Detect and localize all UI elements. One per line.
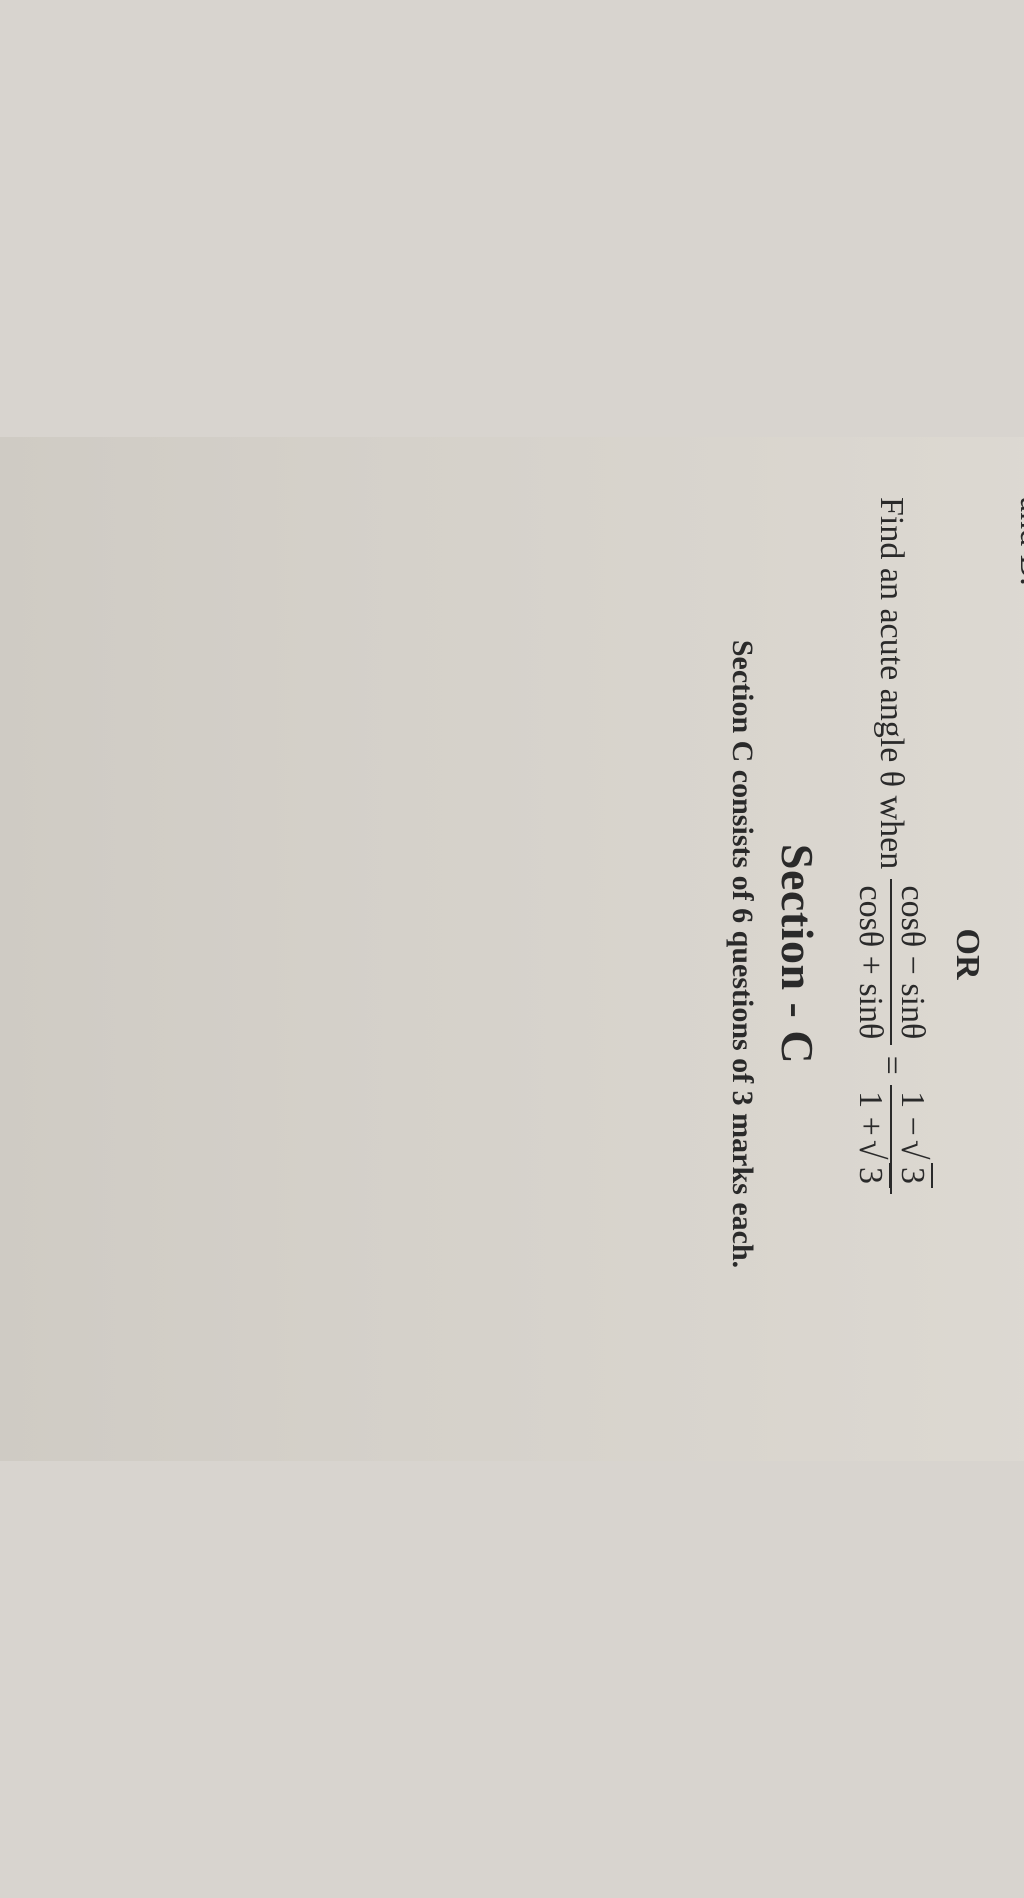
- q2-rhs-num-a: 1 −: [894, 1091, 931, 1136]
- q2-rhs-den-a: 1 +: [852, 1091, 889, 1136]
- section-subtitle: Section C consists of 6 questions of 3 m…: [725, 497, 759, 1411]
- q1-text-part2: , 0° < A + B ≤ 90° and A > B, then find …: [1008, 497, 1024, 1411]
- equals-sign: =: [868, 1056, 914, 1075]
- or-separator: OR: [948, 497, 986, 1411]
- question-2: Find an acute angle θ when cosθ − sinθ c…: [852, 497, 929, 1411]
- question-1: 5. If sin (A + B) = 1 and cos (A − B) = …: [1008, 497, 1024, 1411]
- q2-lhs-den: cosθ + sinθ: [852, 879, 888, 1045]
- q2-lhs-num: cosθ − sinθ: [894, 879, 930, 1045]
- q2-rhs-fraction: 1 − 3 1 + 3: [852, 1085, 929, 1194]
- q2-text: Find an acute angle θ when: [868, 497, 914, 869]
- section-title: Section - C: [771, 497, 824, 1411]
- sqrt-3-rhs-num: 3: [894, 1144, 930, 1188]
- q2-lhs-fraction: cosθ − sinθ cosθ + sinθ: [852, 879, 929, 1045]
- sqrt-3-rhs-den: 3: [852, 1144, 888, 1188]
